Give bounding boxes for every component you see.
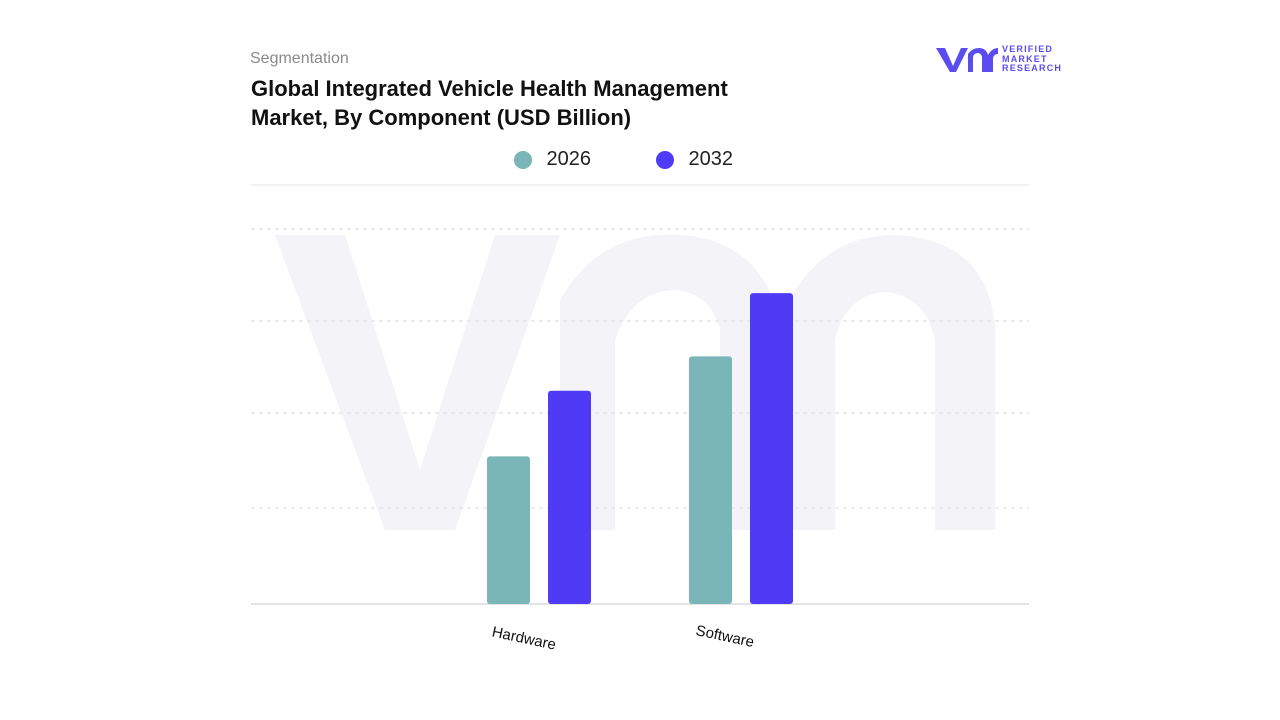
grid-lines <box>251 184 1029 605</box>
bar-software-2026 <box>689 356 732 604</box>
x-axis-labels: Hardware Software <box>490 622 755 654</box>
chart-title: Global Integrated Vehicle Health Managem… <box>251 74 811 132</box>
bars-group <box>487 293 793 604</box>
logo-wordmark: VERIFIED MARKET RESEARCH <box>1002 44 1063 74</box>
watermark-logo <box>275 234 995 530</box>
legend-swatch-2026 <box>514 150 532 169</box>
vmr-logo-icon <box>936 48 998 72</box>
x-tick-label-software: Software <box>694 622 755 651</box>
bar-hardware-2032 <box>548 390 591 604</box>
segmentation-label: Segmentation <box>250 50 349 67</box>
x-tick-label-hardware: Hardware <box>490 624 557 654</box>
chart-title-line-2: Market, By Component (USD Billion) <box>251 105 632 130</box>
legend-label-2026: 2026 <box>546 148 591 170</box>
logo-line-2: MARKET <box>1002 53 1048 64</box>
logo-line-3: RESEARCH <box>1002 63 1063 73</box>
bar-software-2032 <box>750 293 793 604</box>
legend-label-2032: 2032 <box>688 148 733 170</box>
logo-line-1: VERIFIED <box>1002 44 1054 54</box>
legend-swatch-2032 <box>656 150 674 169</box>
legend-item-2032: 2032 <box>656 148 733 176</box>
chart-title-line-1: Global Integrated Vehicle Health Managem… <box>251 76 728 101</box>
bar-hardware-2026 <box>487 456 530 604</box>
legend-item-2026: 2026 <box>514 148 591 176</box>
